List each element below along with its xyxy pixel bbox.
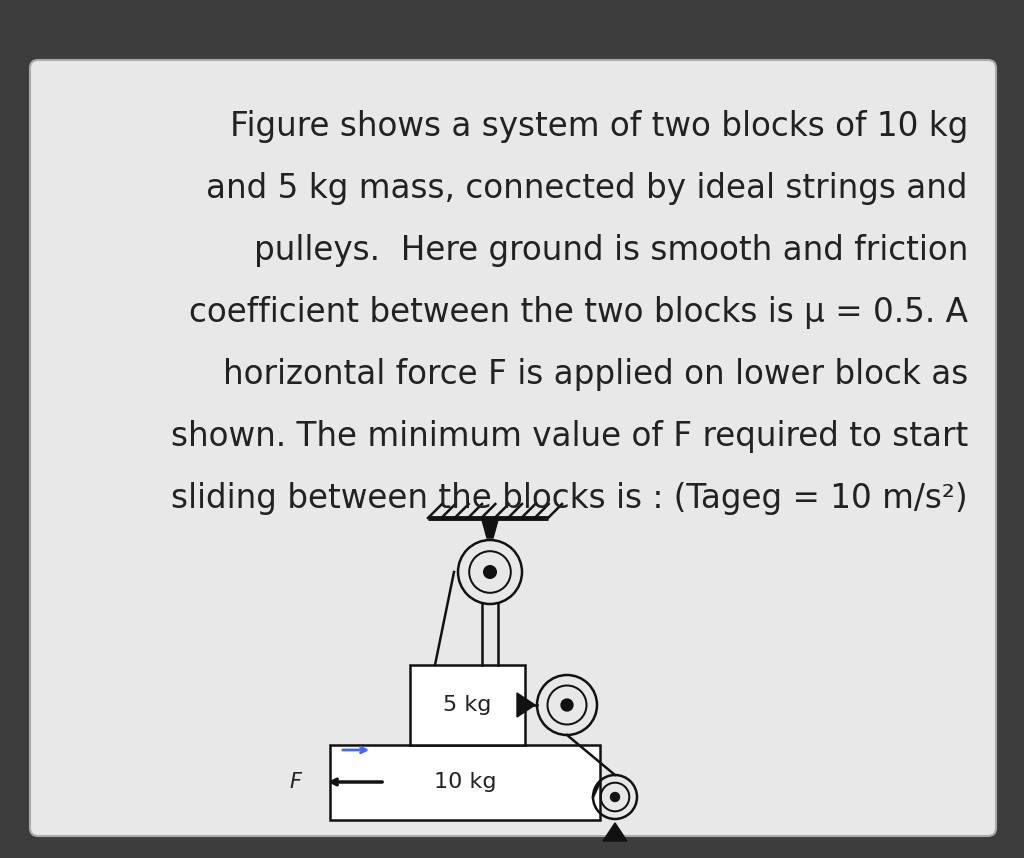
Text: coefficient between the two blocks is μ = 0.5. A: coefficient between the two blocks is μ … [189, 296, 968, 329]
Bar [330, 745, 600, 820]
Text: Figure shows a system of two blocks of 10 kg: Figure shows a system of two blocks of 1… [229, 110, 968, 143]
FancyBboxPatch shape [30, 60, 996, 836]
Text: sliding between the blocks is : (Tageg = 10 m/s²): sliding between the blocks is : (Tageg =… [171, 482, 968, 515]
Circle shape [561, 699, 572, 710]
Circle shape [484, 566, 496, 577]
Text: $F$: $F$ [289, 772, 303, 792]
Circle shape [611, 793, 618, 801]
Text: 10 kg: 10 kg [434, 772, 497, 793]
Text: horizontal force F is applied on lower block as: horizontal force F is applied on lower b… [223, 358, 968, 391]
Text: shown. The minimum value of F required to start: shown. The minimum value of F required t… [171, 420, 968, 453]
Text: 5 kg: 5 kg [443, 695, 492, 715]
Bar [410, 665, 525, 745]
Text: and 5 kg mass, connected by ideal strings and: and 5 kg mass, connected by ideal string… [207, 172, 968, 205]
Polygon shape [603, 823, 627, 841]
Polygon shape [517, 693, 535, 717]
Text: pulleys.  Here ground is smooth and friction: pulleys. Here ground is smooth and frict… [254, 234, 968, 267]
Polygon shape [482, 520, 498, 538]
